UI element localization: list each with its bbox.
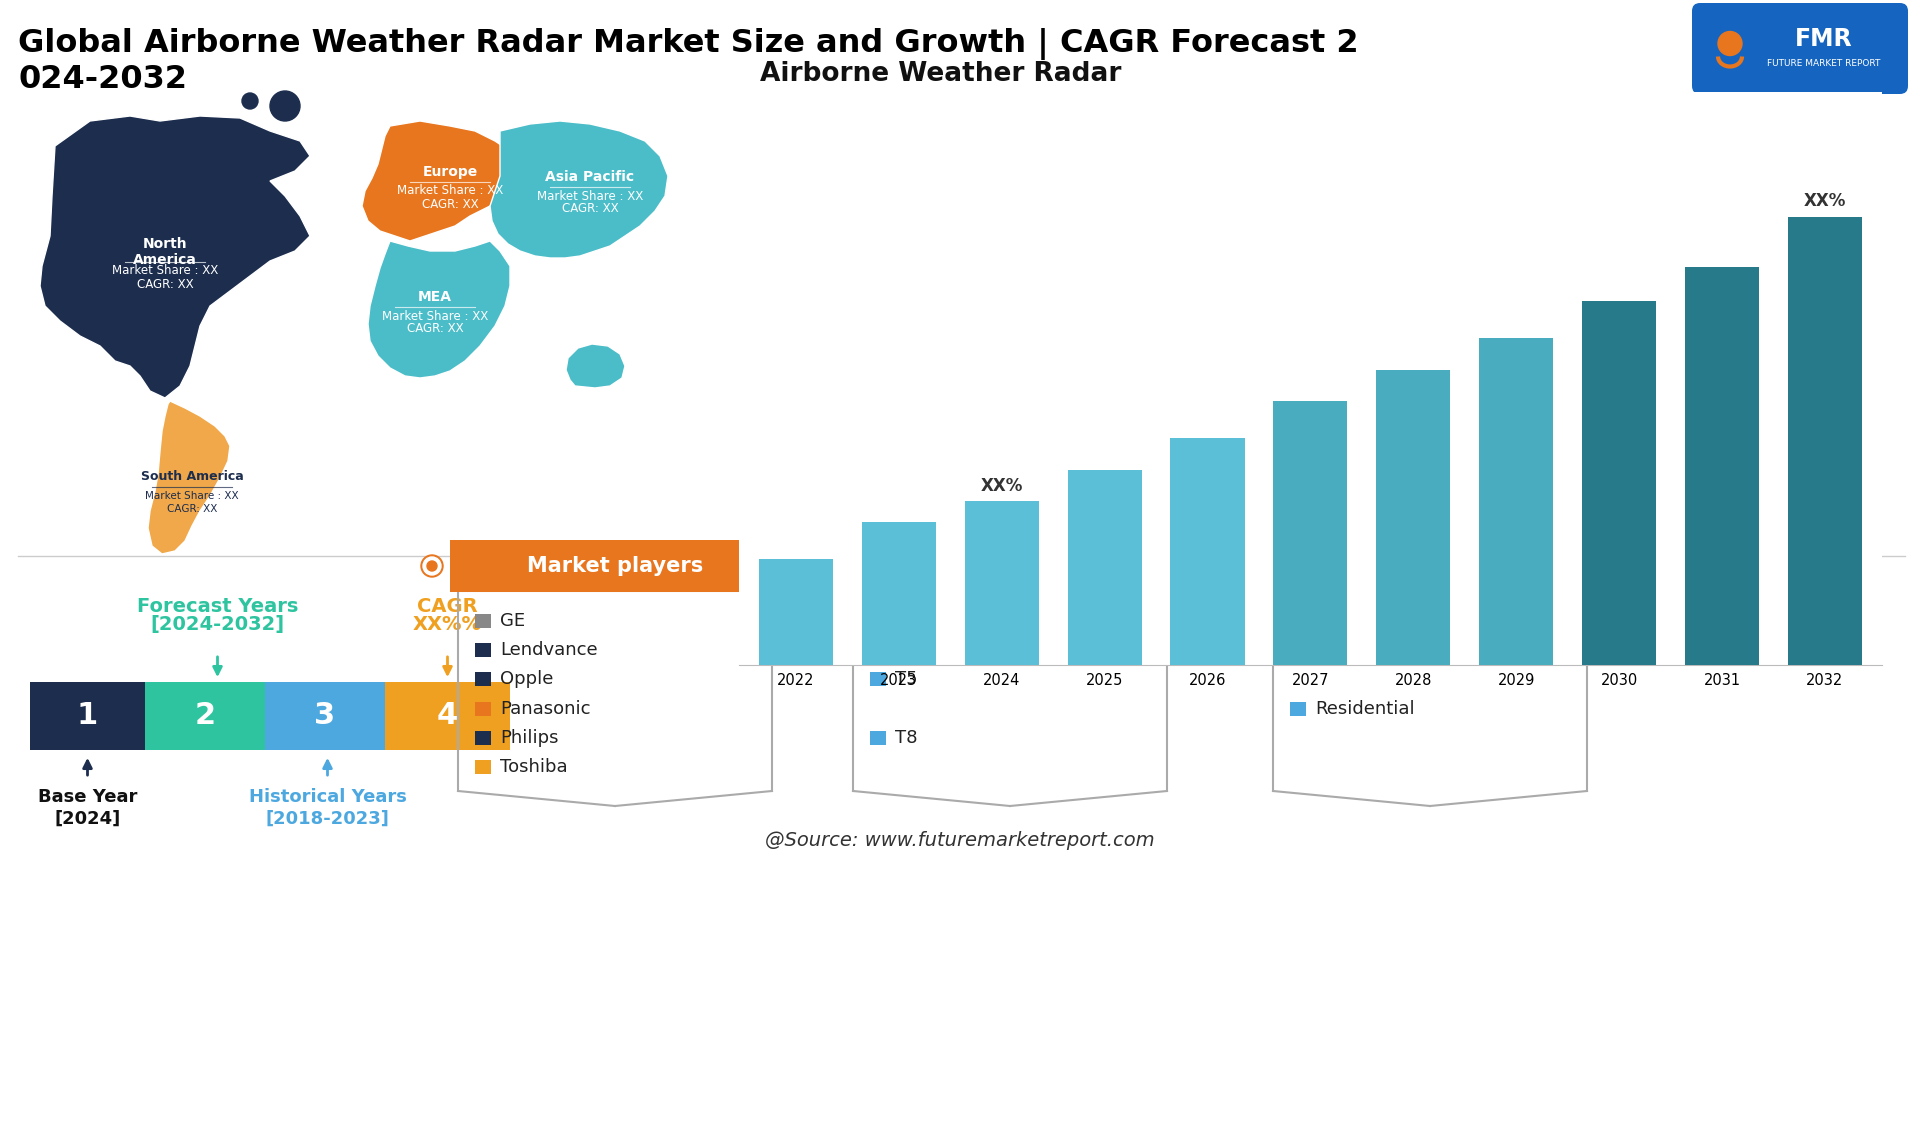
FancyBboxPatch shape — [835, 529, 1185, 602]
Text: Toshiba: Toshiba — [499, 758, 568, 776]
Text: Others: Others — [895, 612, 956, 630]
Circle shape — [426, 562, 438, 571]
Text: FUTURE MARKET REPORT: FUTURE MARKET REPORT — [1766, 58, 1882, 68]
Text: Lendvance: Lendvance — [499, 641, 597, 659]
Circle shape — [820, 558, 835, 574]
Text: Market players: Market players — [526, 556, 703, 576]
Text: Panasonic: Panasonic — [499, 699, 591, 717]
Bar — [870, 614, 885, 628]
Text: Forecast Years: Forecast Years — [136, 597, 298, 617]
Polygon shape — [369, 241, 511, 378]
Text: [2024]: [2024] — [54, 810, 121, 829]
Text: CAGR: XX: CAGR: XX — [136, 277, 194, 290]
Bar — [474, 731, 492, 745]
Text: Market Share : XX: Market Share : XX — [538, 189, 643, 203]
Bar — [474, 643, 492, 657]
Text: Asia Pacific: Asia Pacific — [545, 170, 636, 185]
Text: North
America: North America — [132, 237, 198, 267]
Text: XX%: XX% — [981, 477, 1023, 495]
Circle shape — [1242, 562, 1252, 571]
Bar — [474, 760, 492, 774]
Text: 2: 2 — [194, 701, 215, 730]
Circle shape — [242, 93, 257, 109]
Text: Historical Years: Historical Years — [248, 788, 407, 806]
Text: Opple: Opple — [499, 670, 553, 689]
Circle shape — [271, 91, 300, 121]
Bar — [474, 701, 492, 715]
Polygon shape — [40, 116, 309, 398]
Text: @Source: www.futuremarketreport.com: @Source: www.futuremarketreport.com — [766, 832, 1154, 850]
Bar — [964, 502, 1039, 665]
Text: GE: GE — [499, 612, 526, 630]
Bar — [474, 614, 492, 628]
Text: CAGR: XX: CAGR: XX — [407, 322, 463, 336]
Circle shape — [1236, 555, 1258, 576]
Text: Base Year: Base Year — [38, 788, 136, 806]
Text: CAGR: XX: CAGR: XX — [563, 203, 618, 215]
Text: Market Share : XX: Market Share : XX — [397, 185, 503, 197]
Bar — [1788, 217, 1862, 665]
Text: Philips: Philips — [499, 729, 559, 747]
Text: CAGR: XX: CAGR: XX — [422, 197, 478, 211]
Text: By type: By type — [966, 556, 1054, 576]
Bar — [1068, 470, 1142, 665]
Circle shape — [1238, 557, 1256, 575]
Text: Global Airborne Weather Radar Market Size and Growth | CAGR Forecast 2: Global Airborne Weather Radar Market Siz… — [17, 28, 1359, 60]
Text: T5: T5 — [895, 670, 918, 689]
Text: T8: T8 — [895, 729, 918, 747]
Text: CAGR: CAGR — [417, 597, 478, 617]
Text: Market Share : XX: Market Share : XX — [382, 309, 488, 322]
Polygon shape — [566, 344, 626, 388]
Bar — [862, 523, 935, 665]
Bar — [1686, 267, 1759, 665]
Text: Residential: Residential — [1315, 699, 1415, 717]
FancyBboxPatch shape — [1692, 3, 1908, 94]
Text: Market Share : XX: Market Share : XX — [111, 265, 219, 277]
Circle shape — [420, 555, 444, 576]
Polygon shape — [148, 401, 230, 554]
Text: 024-2032: 024-2032 — [17, 64, 186, 95]
Bar — [1290, 614, 1306, 628]
Text: CAGR: XX: CAGR: XX — [167, 504, 217, 515]
Circle shape — [816, 555, 837, 576]
Polygon shape — [1265, 540, 1605, 592]
Polygon shape — [449, 540, 791, 592]
Polygon shape — [31, 682, 163, 749]
Text: Market Share : XX: Market Share : XX — [146, 490, 238, 501]
Bar — [758, 559, 833, 665]
Bar — [1377, 370, 1450, 665]
Text: By application: By application — [1346, 556, 1513, 576]
Text: [2024-2032]: [2024-2032] — [150, 615, 284, 634]
Text: 1: 1 — [77, 701, 98, 730]
Text: Europe: Europe — [422, 165, 478, 179]
Polygon shape — [363, 121, 520, 241]
Text: South America: South America — [140, 471, 244, 484]
Bar — [870, 673, 885, 686]
Polygon shape — [386, 682, 511, 749]
Polygon shape — [146, 682, 282, 749]
Polygon shape — [265, 682, 403, 749]
Circle shape — [422, 557, 442, 575]
Polygon shape — [490, 121, 668, 258]
Circle shape — [824, 562, 831, 570]
Bar — [1290, 701, 1306, 715]
Text: [2018-2023]: [2018-2023] — [265, 810, 390, 829]
Text: Airborne Weather Radar
Market Size Growth In
Bln or Mln: Airborne Weather Radar Market Size Growt… — [760, 61, 1121, 163]
Bar — [1478, 338, 1553, 665]
Bar — [1171, 438, 1244, 665]
Bar — [1582, 301, 1657, 665]
Bar — [870, 731, 885, 745]
Bar — [1273, 401, 1348, 665]
Text: XX%: XX% — [1803, 193, 1847, 211]
Text: 3: 3 — [315, 701, 336, 730]
Text: XX%%: XX%% — [413, 615, 482, 634]
Bar — [474, 673, 492, 686]
Text: Commerical: Commerical — [1315, 612, 1423, 630]
Text: FMR: FMR — [1795, 28, 1853, 52]
Text: MEA: MEA — [419, 290, 451, 304]
Circle shape — [1718, 31, 1741, 55]
Text: 4: 4 — [438, 701, 459, 730]
